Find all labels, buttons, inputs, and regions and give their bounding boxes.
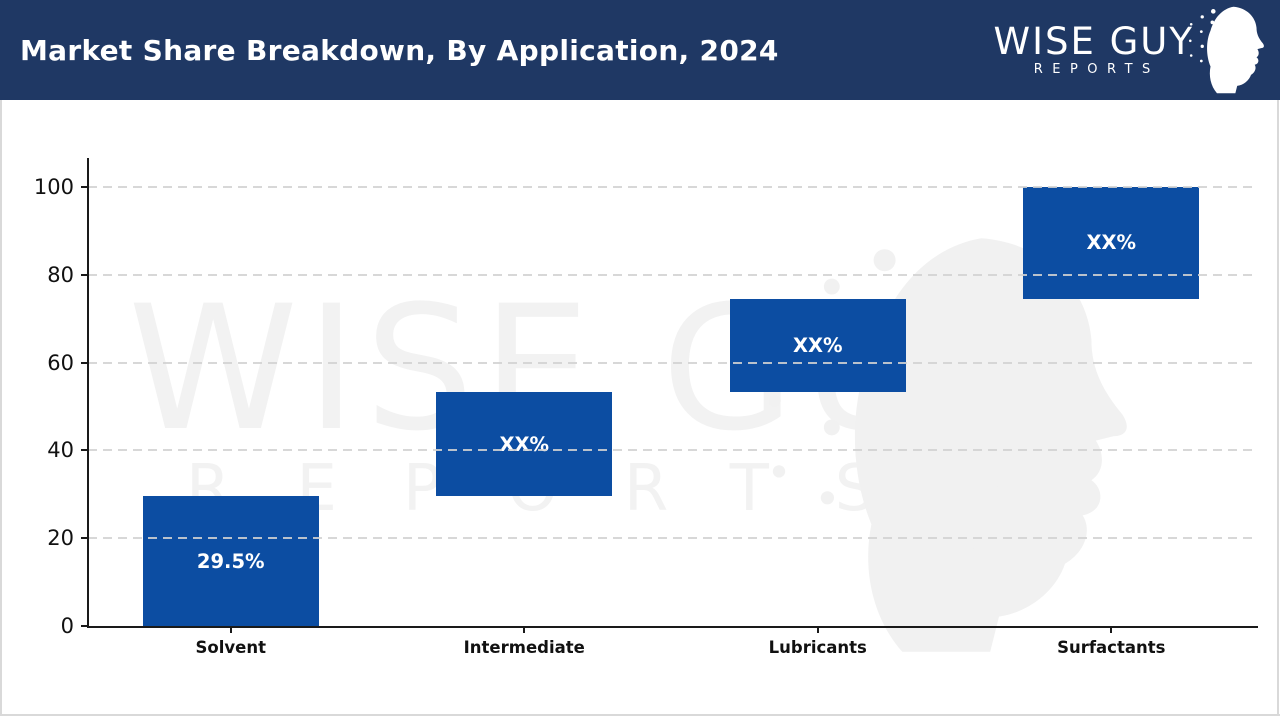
bar-value-label: XX% xyxy=(1086,231,1137,255)
logo-text: WISE GUY REPORTS xyxy=(993,19,1194,78)
x-axis-line xyxy=(87,626,1258,628)
y-tick-label: 60 xyxy=(47,350,74,375)
x-category-label: Solvent xyxy=(195,638,266,657)
brand-logo: WISE GUY REPORTS xyxy=(994,4,1280,96)
y-tick-label: 80 xyxy=(47,262,74,287)
y-tick xyxy=(81,273,88,276)
gridline xyxy=(88,449,1258,452)
bar-segment: XX% xyxy=(1023,187,1200,299)
bar-segment: 29.5% xyxy=(142,496,319,626)
y-axis-line xyxy=(87,158,89,628)
gridline xyxy=(88,537,1258,540)
y-tick xyxy=(81,186,88,188)
x-category-label: Intermediate xyxy=(463,638,585,657)
head-profile-icon xyxy=(1188,6,1264,94)
chart-canvas: WISE GUY REPORTS 29.5%SolventXX%Intermed… xyxy=(0,100,1280,720)
bar-value-label: XX% xyxy=(499,432,550,456)
logo-subtext: REPORTS xyxy=(1033,62,1160,78)
chart-title: Market Share Breakdown, By Application, … xyxy=(20,33,779,67)
bar-value-label: XX% xyxy=(792,333,843,357)
y-tick xyxy=(81,449,88,452)
bar-value-label: 29.5% xyxy=(196,549,265,573)
frame-bottom-line xyxy=(0,714,1280,716)
header-band: Market Share Breakdown, By Application, … xyxy=(0,0,1280,100)
x-tick xyxy=(523,626,526,633)
x-tick xyxy=(229,626,232,633)
frame-left-line xyxy=(0,100,2,716)
frame-right-line xyxy=(1277,100,1279,716)
plot-area: 29.5% Solvent XX% Intermediate XX% Lubricants… xyxy=(0,100,1280,720)
y-tick-label: 40 xyxy=(47,438,74,463)
bar-segment: XX% xyxy=(436,392,613,497)
y-tick xyxy=(81,625,88,627)
gridline xyxy=(88,186,1258,188)
bar-segment: XX% xyxy=(729,298,906,392)
y-tick xyxy=(81,537,88,540)
y-tick-label: 20 xyxy=(47,526,74,551)
y-tick-label: 100 xyxy=(33,175,74,199)
gridline xyxy=(88,273,1258,276)
logo-wordmark: WISE GUY xyxy=(993,19,1194,63)
gridline xyxy=(88,361,1258,364)
y-tick xyxy=(81,361,88,364)
x-category-label: Surfactants xyxy=(1057,638,1166,657)
x-category-label: Lubricants xyxy=(768,638,867,657)
y-tick-label: 0 xyxy=(60,614,74,638)
